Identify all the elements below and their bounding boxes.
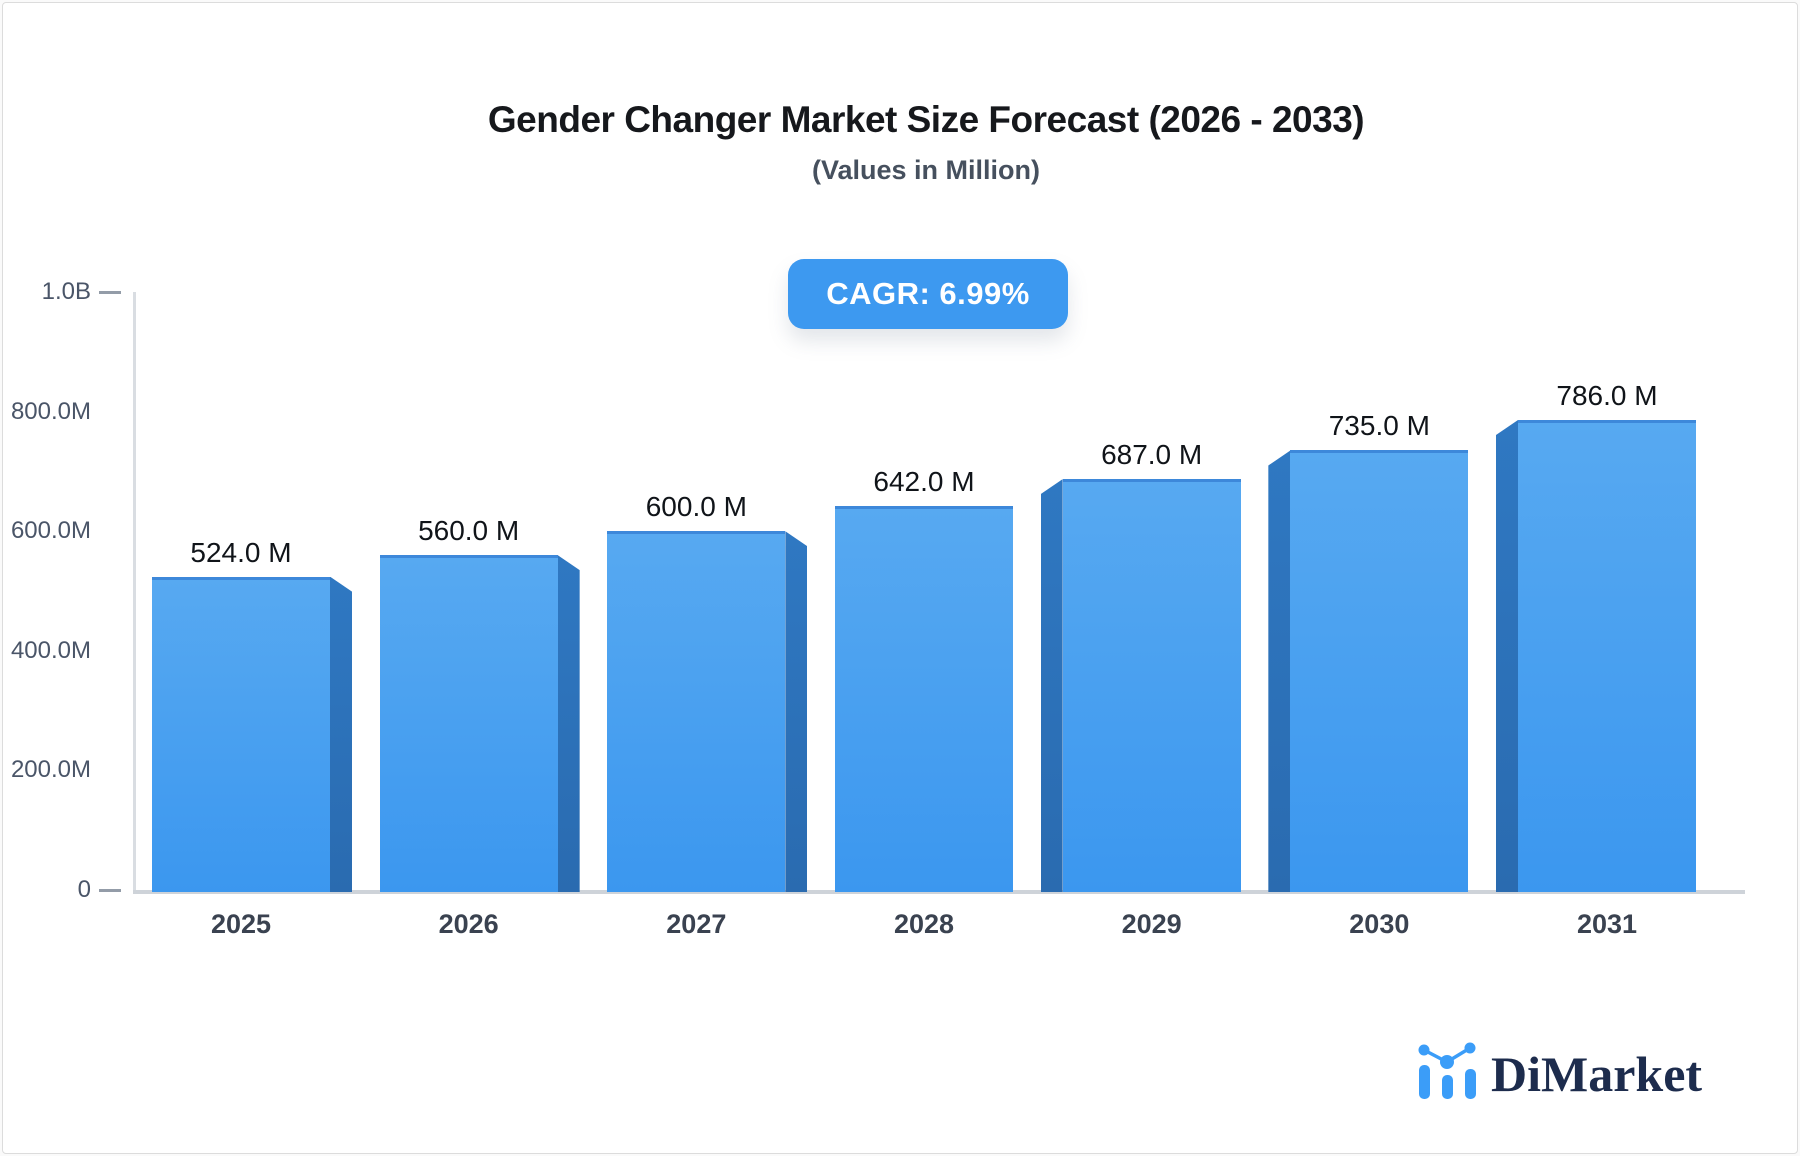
y-axis-line	[133, 292, 136, 894]
x-axis-label: 2028	[893, 909, 955, 939]
bar-2027[interactable]	[607, 531, 786, 892]
bar-value-label: 560.0 M	[418, 515, 520, 547]
bar-side-2029	[1040, 479, 1063, 892]
x-axis-label: 2030	[1349, 909, 1410, 939]
chart-title: Gender Changer Market Size Forecast (202…	[487, 99, 1365, 140]
bar-2025[interactable]	[152, 576, 330, 892]
bar-2030[interactable]	[1290, 450, 1469, 892]
y-axis-label: 600.0M	[10, 517, 91, 545]
cagr-badge: CAGR: 6.99%	[788, 259, 1068, 329]
x-axis-label: 2025	[210, 909, 272, 939]
y-axis-tick	[99, 291, 121, 294]
bar-value-label: 786.0 M	[1556, 379, 1658, 411]
y-axis-label: 1.0B	[41, 278, 91, 305]
bar-2031[interactable]	[1518, 419, 1696, 892]
bar-2026[interactable]	[379, 555, 558, 892]
x-axis-line	[133, 890, 1745, 894]
dimarket-logo-icon	[1418, 1042, 1476, 1099]
bar-value-label: 600.0 M	[645, 491, 747, 523]
y-axis-label: 0	[77, 876, 91, 903]
x-axis-label: 2029	[1121, 909, 1182, 939]
y-axis-label: 800.0M	[10, 397, 91, 425]
x-axis-label: 2031	[1576, 909, 1638, 939]
x-axis-label: 2027	[666, 909, 727, 939]
bar-value-label: 735.0 M	[1328, 410, 1430, 442]
chart-header: Gender Changer Market Size Forecast (202…	[55, 99, 1797, 186]
dimarket-logo-text: DiMarket	[1491, 1046, 1703, 1102]
bar-side-2026	[557, 555, 580, 892]
bar-value-label: 642.0 M	[873, 466, 975, 498]
chart-subtitle: (Values in Million)	[811, 155, 1041, 185]
dimarket-logo: DiMarket	[1417, 1041, 1702, 1101]
x-axis-label: 2026	[438, 909, 499, 939]
bar-2028[interactable]	[835, 506, 1013, 892]
y-axis-label: 400.0M	[10, 636, 91, 664]
y-axis-tick	[99, 889, 121, 892]
cagr-badge-label: CAGR: 6.99%	[826, 276, 1030, 311]
bar-side-2031	[1496, 419, 1518, 892]
bar-side-2027	[785, 531, 808, 892]
bar-side-2030	[1268, 450, 1291, 892]
bar-value-label: 687.0 M	[1101, 439, 1203, 471]
bar-value-label: 524.0 M	[190, 536, 292, 568]
y-axis-label: 200.0M	[10, 756, 91, 784]
bar-2029[interactable]	[1062, 479, 1241, 892]
bar-side-2025	[330, 576, 352, 892]
